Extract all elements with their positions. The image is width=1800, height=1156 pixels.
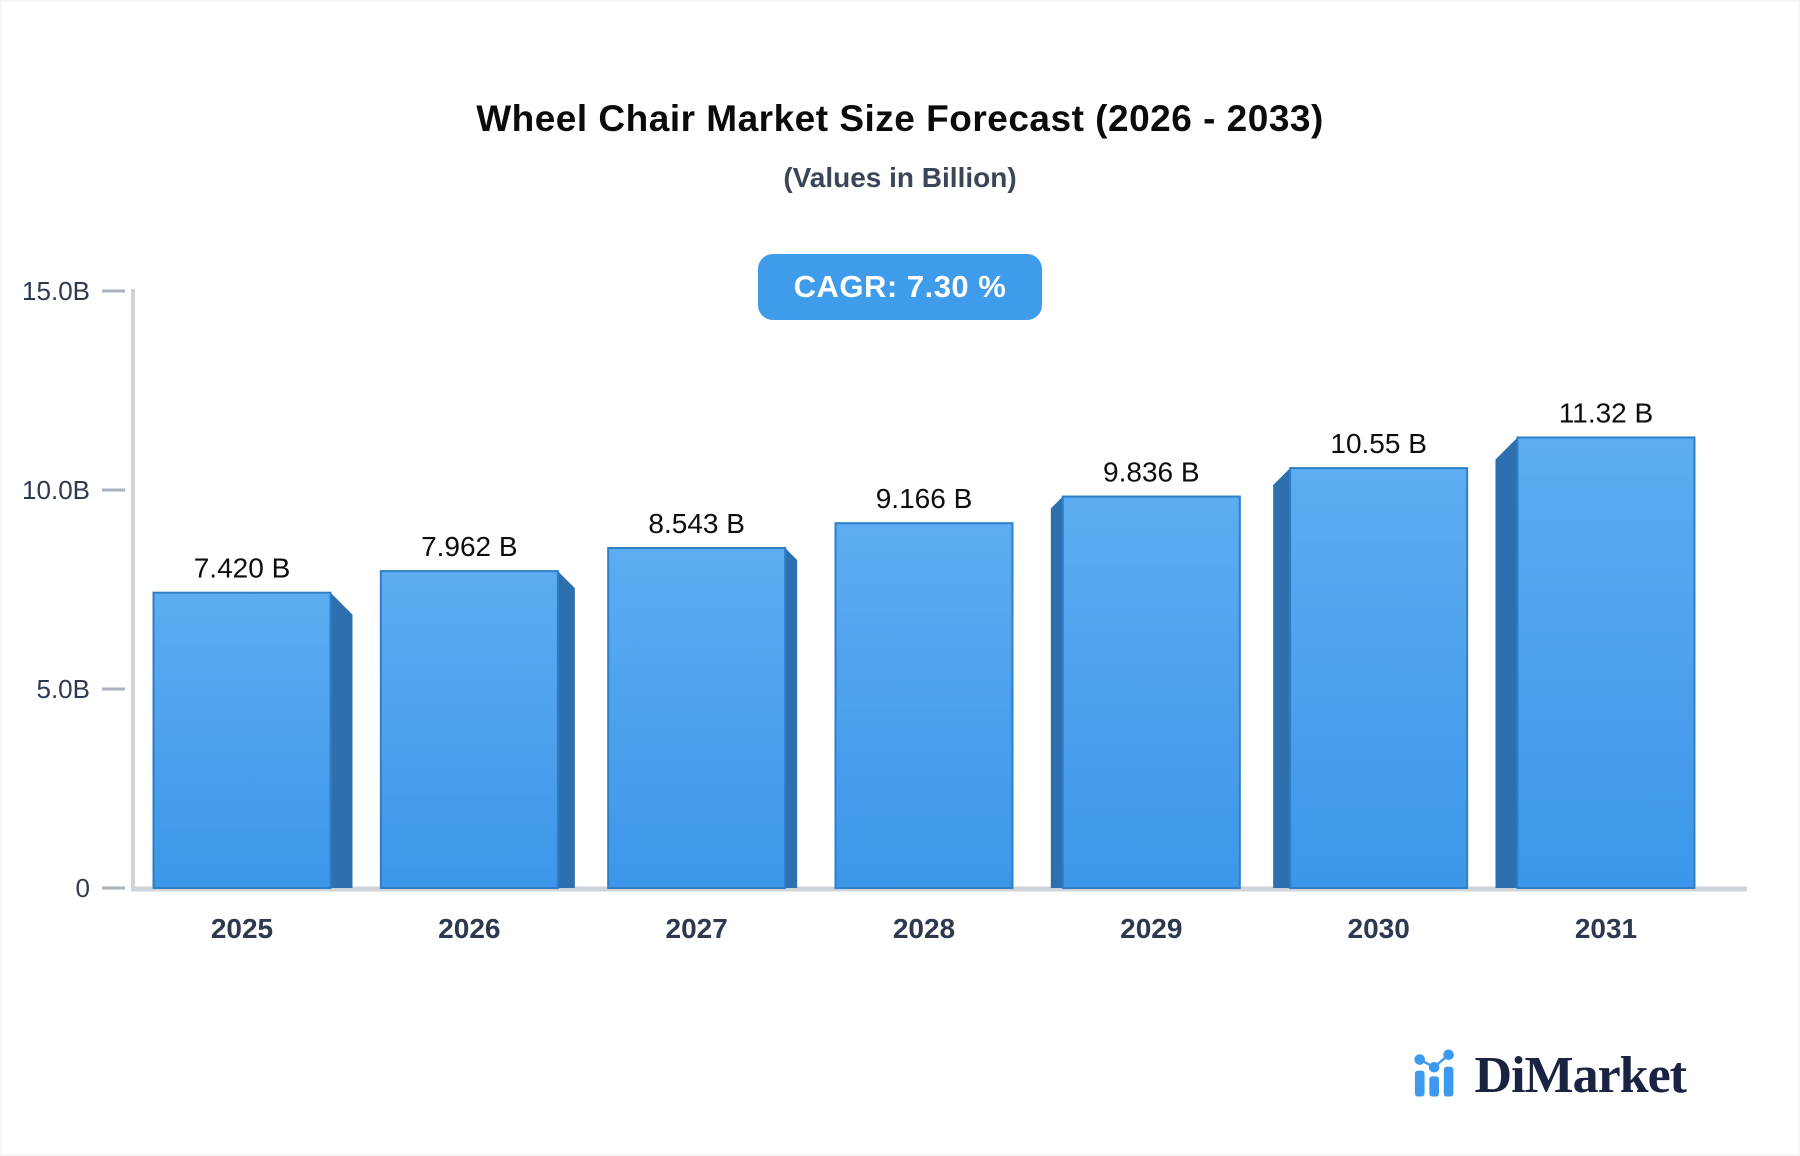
bar-2026 [379, 570, 575, 890]
labels-layer: 7.420 B 2025 7.962 B 2026 8.543 B 2027 9.166 B… [194, 397, 1653, 943]
bar-face [1516, 436, 1696, 889]
cagr-badge: CAGR: 7.30 % [757, 254, 1043, 320]
bar-value-label: 11.32 B [1559, 397, 1653, 428]
bar-side [330, 592, 353, 888]
bar-face [607, 546, 787, 889]
bar-value-label: 7.962 B [421, 531, 518, 562]
bar-side [785, 547, 798, 888]
dimarket-logo: DiMarket [1413, 1046, 1687, 1104]
bar-2030 [1273, 467, 1469, 889]
bar-face [1061, 495, 1241, 889]
bar-value-label: 9.836 B [1103, 457, 1200, 488]
bar-face [1289, 467, 1469, 889]
dimarket-logo-text: DiMarket [1474, 1046, 1687, 1104]
x-axis-label: 2028 [893, 913, 955, 944]
bar-side [1495, 437, 1518, 888]
bar-2028 [834, 522, 1014, 889]
bar-face [152, 591, 332, 890]
bar-value-label: 7.420 B [194, 553, 291, 584]
x-axis-label: 2029 [1120, 913, 1182, 944]
y-tick-label: 15.0B [22, 276, 90, 306]
y-tick-label: 10.0B [22, 475, 90, 505]
bars-layer [152, 436, 1696, 890]
chart-title: Wheel Chair Market Size Forecast (2026 -… [476, 98, 1324, 139]
bar-face [834, 522, 1014, 889]
bar-2031 [1495, 436, 1696, 889]
x-axis-label: 2027 [666, 913, 728, 944]
dimarket-logo-icon [1413, 1049, 1454, 1097]
x-axis-label: 2026 [438, 913, 500, 944]
x-axis-label: 2031 [1575, 913, 1637, 944]
x-axis-label: 2030 [1348, 913, 1410, 944]
bar-2025 [152, 591, 353, 890]
chart-subtitle: (Values in Billion) [783, 162, 1017, 193]
bar-2027 [607, 546, 798, 889]
bar-2029 [1050, 495, 1241, 889]
y-tick-label: 0 [76, 873, 90, 903]
x-axis-label: 2025 [211, 913, 273, 944]
bar-face [379, 570, 559, 890]
bar-value-label: 9.166 B [876, 483, 973, 514]
cagr-badge-wrap: CAGR: 7.30 % [2, 254, 1798, 320]
bar-side [1050, 496, 1063, 888]
bar-side [1273, 468, 1291, 888]
y-tick-label: 5.0B [37, 674, 91, 704]
bar-value-label: 8.543 B [648, 508, 745, 539]
bar-side [557, 571, 575, 888]
bar-value-label: 10.55 B [1330, 428, 1427, 459]
axis-layer: 0 5.0B 10.0B 15.0B [22, 276, 1747, 903]
